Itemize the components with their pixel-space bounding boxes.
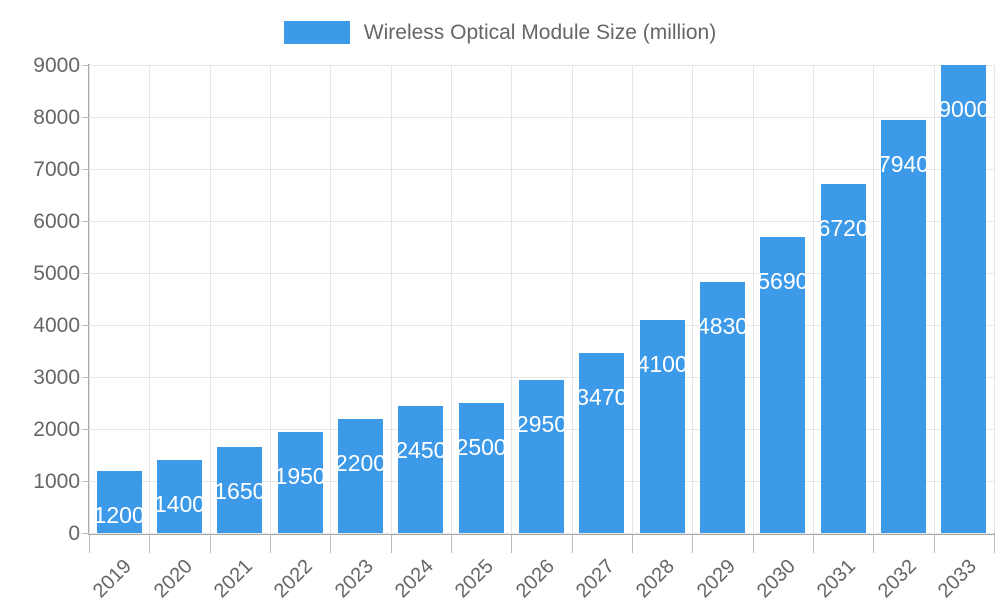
y-axis-tick-mark [82,169,89,170]
y-axis-tick-label: 3000 [33,366,80,389]
x-axis-tick-mark [330,535,332,553]
bar-chart: Wireless Optical Module Size (million) 0… [0,12,1000,602]
x-axis-tick-mark [451,535,452,553]
y-axis-tick-mark [82,273,89,274]
y-axis-tick-mark [82,377,89,378]
gridline-vertical [451,65,452,533]
gridline-vertical [571,65,573,533]
x-axis-tick-mark [933,535,935,553]
bar[interactable] [277,431,323,533]
gridline-vertical [511,65,513,533]
gridline-vertical [390,65,392,533]
x-axis-tick-label: 2019 [88,555,137,603]
y-axis-tick-label: 5000 [33,262,80,285]
legend-label-wireless-optical-module-size[interactable]: Wireless Optical Module Size (million) [363,20,717,44]
y-axis-tick-mark [82,533,89,534]
y-axis-tick-label: 0 [68,522,80,545]
bar[interactable] [579,352,625,533]
y-axis-tick-label: 4000 [33,314,80,337]
x-axis-tick-label: 2027 [571,555,619,603]
x-axis-tick-label: 2025 [450,555,499,603]
x-axis-tick-label: 2029 [692,555,740,603]
y-axis-tick-mark [82,429,89,430]
x-axis-tick-mark [270,535,271,553]
bar[interactable] [217,447,263,533]
x-axis-tick-label: 2033 [933,555,981,603]
x-axis-tick-mark [632,535,633,553]
x-axis-tick-label: 2024 [390,555,438,603]
bar[interactable] [96,470,142,533]
x-axis-tick-mark [89,535,90,553]
gridline-horizontal [89,65,994,66]
legend-swatch-wireless-optical-module-size[interactable] [283,20,350,44]
bar[interactable] [941,65,987,533]
x-axis-tick-label: 2032 [873,555,921,603]
gridline-vertical [270,65,271,533]
gridline-vertical [873,65,875,533]
x-axis-tick-label: 2023 [330,555,378,603]
x-axis-tick-mark [813,535,814,553]
x-axis-tick-mark [571,535,573,553]
x-axis-tick-mark [149,535,151,553]
x-axis-line [88,533,995,535]
y-axis-tick-label: 8000 [33,106,80,129]
y-axis-tick-label: 1000 [33,470,80,493]
x-axis-tick-mark [511,535,513,553]
gridline-vertical [692,65,694,533]
x-axis-tick-mark [994,535,995,553]
gridline-vertical [813,65,814,533]
gridline-vertical [933,65,935,533]
bar[interactable] [398,405,444,533]
bar[interactable] [820,183,866,533]
x-axis-tick-label: 2028 [631,555,680,603]
gridline-vertical [330,65,332,533]
bar[interactable] [760,237,806,533]
bar[interactable] [880,120,927,533]
x-axis-tick-mark [692,535,694,553]
bar[interactable] [699,281,746,533]
plot-area: 1200 1400 1650 1950 2200 2450 2500 2950 3470 4100… [89,65,995,534]
y-axis-tick-label: 7000 [33,158,80,181]
bar[interactable] [458,403,504,533]
y-axis-tick-label: 9000 [33,54,80,77]
x-axis-tick-mark [209,535,211,553]
bar[interactable] [518,379,565,533]
gridline-vertical [149,65,151,533]
x-axis-tick-mark [752,535,754,553]
bar[interactable] [639,319,685,533]
x-axis-tick-mark [873,535,875,553]
x-axis-tick-mark [390,535,392,553]
y-axis-tick-mark [82,65,89,66]
y-axis-tick-mark [82,325,89,326]
x-axis-tick-label: 2030 [752,555,800,603]
bar[interactable] [337,418,384,533]
x-axis-tick-label: 2022 [269,555,318,603]
x-axis-tick-label: 2021 [209,555,257,603]
gridline-vertical [752,65,754,533]
x-axis-tick-label: 2031 [812,555,861,603]
gridline-vertical [89,65,90,533]
chart-legend: Wireless Optical Module Size (million) [0,12,1000,52]
gridline-vertical [994,65,995,533]
y-axis-tick-label: 6000 [33,210,80,233]
x-axis-tick-label: 2026 [511,555,559,603]
gridline-vertical [209,65,211,533]
gridline-horizontal [89,169,994,170]
y-axis-tick-label: 2000 [33,418,80,441]
y-axis-tick-mark [82,117,89,118]
x-axis-tick-label: 2020 [149,555,197,603]
y-axis-tick-mark [82,481,89,482]
gridline-horizontal [89,117,994,118]
bar[interactable] [156,460,203,533]
gridline-vertical [632,65,633,533]
y-axis-tick-mark [82,221,89,222]
